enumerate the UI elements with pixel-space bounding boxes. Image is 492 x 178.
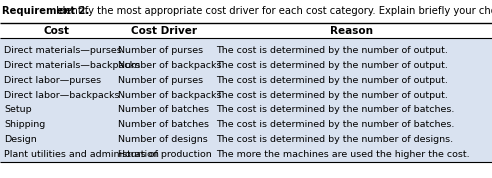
Text: Cost Driver: Cost Driver (131, 26, 197, 36)
Text: The cost is determined by the number of batches.: The cost is determined by the number of … (216, 120, 455, 129)
Text: Requirement 2.: Requirement 2. (2, 6, 90, 16)
Text: Number of purses: Number of purses (118, 46, 203, 55)
Text: Setup: Setup (4, 105, 32, 114)
Text: The cost is determined by the number of designs.: The cost is determined by the number of … (216, 135, 453, 144)
FancyBboxPatch shape (0, 23, 492, 38)
Text: Number of batches: Number of batches (118, 105, 209, 114)
Text: Number of designs: Number of designs (118, 135, 207, 144)
Text: The more the machines are used the higher the cost.: The more the machines are used the highe… (216, 150, 469, 159)
Text: The cost is determined by the number of output.: The cost is determined by the number of … (216, 91, 448, 100)
Text: Shipping: Shipping (4, 120, 46, 129)
Text: Direct labor—backpacks: Direct labor—backpacks (4, 91, 120, 100)
Text: The cost is determined by the number of batches.: The cost is determined by the number of … (216, 105, 455, 114)
Text: The cost is determined by the number of output.: The cost is determined by the number of … (216, 46, 448, 55)
Text: Number of batches: Number of batches (118, 120, 209, 129)
Text: Reason: Reason (330, 26, 373, 36)
Text: The cost is determined by the number of output.: The cost is determined by the number of … (216, 76, 448, 85)
Text: Direct materials—backpacks: Direct materials—backpacks (4, 61, 141, 70)
Text: Number of backpacks: Number of backpacks (118, 91, 221, 100)
Text: Identify the most appropriate cost driver for each cost category. Explain briefl: Identify the most appropriate cost drive… (53, 6, 492, 16)
FancyBboxPatch shape (0, 38, 492, 162)
Text: Number of purses: Number of purses (118, 76, 203, 85)
Text: Direct materials—purses: Direct materials—purses (4, 46, 122, 55)
Text: Cost: Cost (44, 26, 69, 36)
Text: Number of backpacks: Number of backpacks (118, 61, 221, 70)
Text: Design: Design (4, 135, 37, 144)
Text: The cost is determined by the number of output.: The cost is determined by the number of … (216, 61, 448, 70)
Text: Direct labor—purses: Direct labor—purses (4, 76, 101, 85)
Text: Hours of production: Hours of production (118, 150, 212, 159)
Text: Plant utilities and administration: Plant utilities and administration (4, 150, 159, 159)
